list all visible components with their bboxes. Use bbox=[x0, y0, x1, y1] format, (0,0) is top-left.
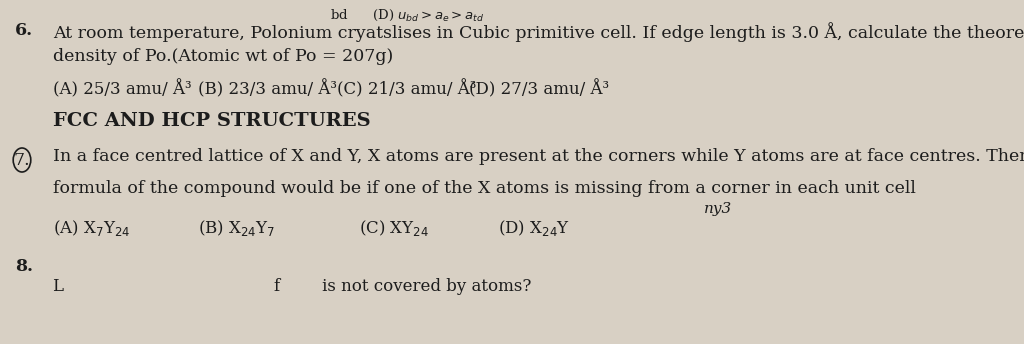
Text: (D) 27/3 amu/ Å³: (D) 27/3 amu/ Å³ bbox=[469, 80, 609, 98]
Text: density of Po.(Atomic wt of Po = 207g): density of Po.(Atomic wt of Po = 207g) bbox=[53, 48, 393, 65]
Text: 8.: 8. bbox=[14, 258, 33, 275]
Text: (C) 21/3 amu/ Å³: (C) 21/3 amu/ Å³ bbox=[337, 80, 476, 98]
Text: (A) 25/3 amu/ Å³: (A) 25/3 amu/ Å³ bbox=[53, 80, 191, 98]
Text: (D) X$_{24}$Y: (D) X$_{24}$Y bbox=[499, 218, 570, 238]
Text: (A) X$_7$Y$_{24}$: (A) X$_7$Y$_{24}$ bbox=[53, 218, 130, 238]
Text: formula of the compound would be if one of the X atoms is missing from a corner : formula of the compound would be if one … bbox=[53, 180, 915, 197]
Text: (B) 23/3 amu/ Å³: (B) 23/3 amu/ Å³ bbox=[198, 80, 337, 98]
Text: ny3: ny3 bbox=[703, 202, 732, 216]
Text: At room temperature, Polonium cryatslises in Cubic primitive cell. If edge lengt: At room temperature, Polonium cryatslise… bbox=[53, 22, 1024, 42]
Text: FCC AND HCP STRUCTURES: FCC AND HCP STRUCTURES bbox=[53, 112, 371, 130]
Text: (B) X$_{24}$Y$_7$: (B) X$_{24}$Y$_7$ bbox=[198, 218, 275, 238]
Text: In a face centred lattice of X and Y, X atoms are present at the corners while Y: In a face centred lattice of X and Y, X … bbox=[53, 148, 1024, 165]
Text: 6.: 6. bbox=[14, 22, 33, 39]
Text: bd      (D) $u_{bd} > a_e > a_{td}$: bd (D) $u_{bd} > a_e > a_{td}$ bbox=[330, 8, 484, 23]
Text: 7.: 7. bbox=[13, 151, 31, 169]
Text: L                                        f        is not covered by atoms?: L f is not covered by atoms? bbox=[53, 278, 531, 295]
Text: (C) XY$_{24}$: (C) XY$_{24}$ bbox=[359, 218, 429, 238]
